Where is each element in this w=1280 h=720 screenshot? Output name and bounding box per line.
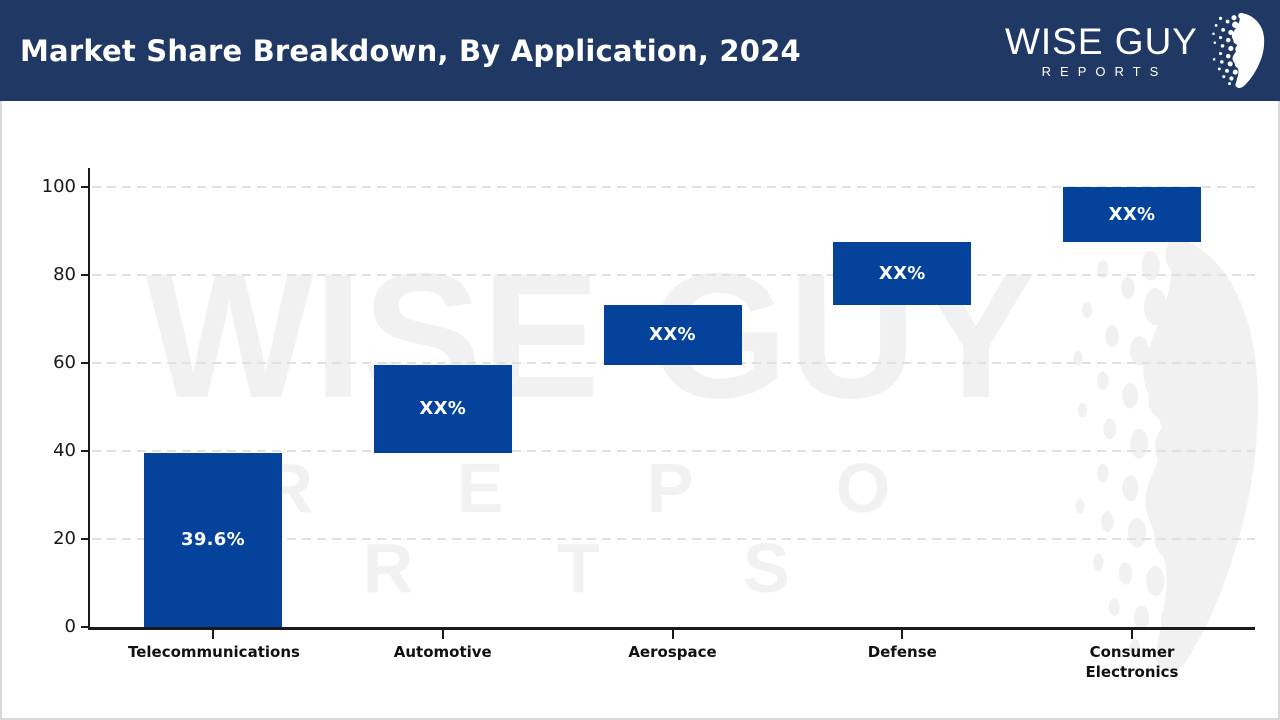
x-tick-telecommunications: [212, 630, 214, 639]
y-tick-label-80: 80: [53, 264, 76, 285]
logo-text: WISE GUY REPORTS: [1004, 20, 1198, 79]
x-axis-line: [88, 627, 1255, 630]
bar-consumer-electronics: XX%: [1063, 187, 1201, 242]
x-tick-aerospace: [671, 630, 674, 639]
header-bar: Market Share Breakdown, By Application, …: [0, 0, 1280, 101]
bar-value-label-defense: XX%: [878, 262, 926, 284]
x-category-label-telecommunications: Telecommunications: [128, 643, 300, 661]
y-tick-80: [81, 274, 90, 276]
chart-canvas: WISE GUY R E P O R T S 0 20 40 60 80 100 39.6%…: [0, 101, 1280, 720]
y-axis-line: [88, 168, 90, 630]
bar-defense: XX%: [833, 241, 972, 305]
y-tick-60: [81, 362, 90, 364]
x-tick-automotive: [441, 630, 444, 639]
y-tick-0: [81, 626, 90, 628]
x-tick-defense: [901, 630, 904, 639]
y-tick-label-20: 20: [53, 528, 76, 549]
y-tick-label-60: 60: [53, 352, 76, 373]
bar-value-label-automotive: XX%: [419, 398, 467, 420]
bar-value-label-telecommunications: 39.6%: [181, 529, 245, 551]
gridline-80: [92, 274, 1255, 276]
wiseguy-logo: WISE GUY REPORTS: [1005, 9, 1266, 93]
gridline-100: [92, 186, 1255, 188]
bar-telecommunications: 39.6%: [144, 452, 282, 627]
bar-value-label-consumer-electronics: XX%: [1108, 203, 1156, 225]
x-category-label-defense: Defense: [867, 643, 937, 661]
y-tick-20: [81, 538, 90, 540]
logo-wordmark: WISE GUY: [1004, 20, 1198, 62]
bar-value-label-aerospace: XX%: [649, 324, 696, 346]
x-category-label-automotive: Automotive: [393, 643, 492, 661]
x-category-label-consumer-electronics: Consumer Electronics: [1085, 643, 1179, 681]
chart-title: Market Share Breakdown, By Application, …: [20, 33, 801, 68]
y-tick-100: [81, 186, 90, 188]
y-tick-label-100: 100: [41, 176, 76, 197]
wiseguy-face-icon: [1202, 9, 1266, 93]
logo-subtext: REPORTS: [1041, 63, 1168, 79]
gridline-40: [92, 450, 1255, 452]
bar-aerospace: XX%: [603, 304, 742, 365]
bar-automotive: XX%: [373, 364, 512, 453]
y-tick-40: [81, 450, 90, 452]
x-category-label-aerospace: Aerospace: [628, 643, 717, 661]
y-tick-label-0: 0: [64, 616, 76, 637]
gridline-20: [92, 538, 1255, 540]
plot-area: 0 20 40 60 80 100 39.6% Telecommunications XX% Au…: [2, 101, 1280, 720]
y-tick-label-40: 40: [53, 440, 76, 461]
x-tick-consumer-electronics: [1131, 630, 1133, 639]
